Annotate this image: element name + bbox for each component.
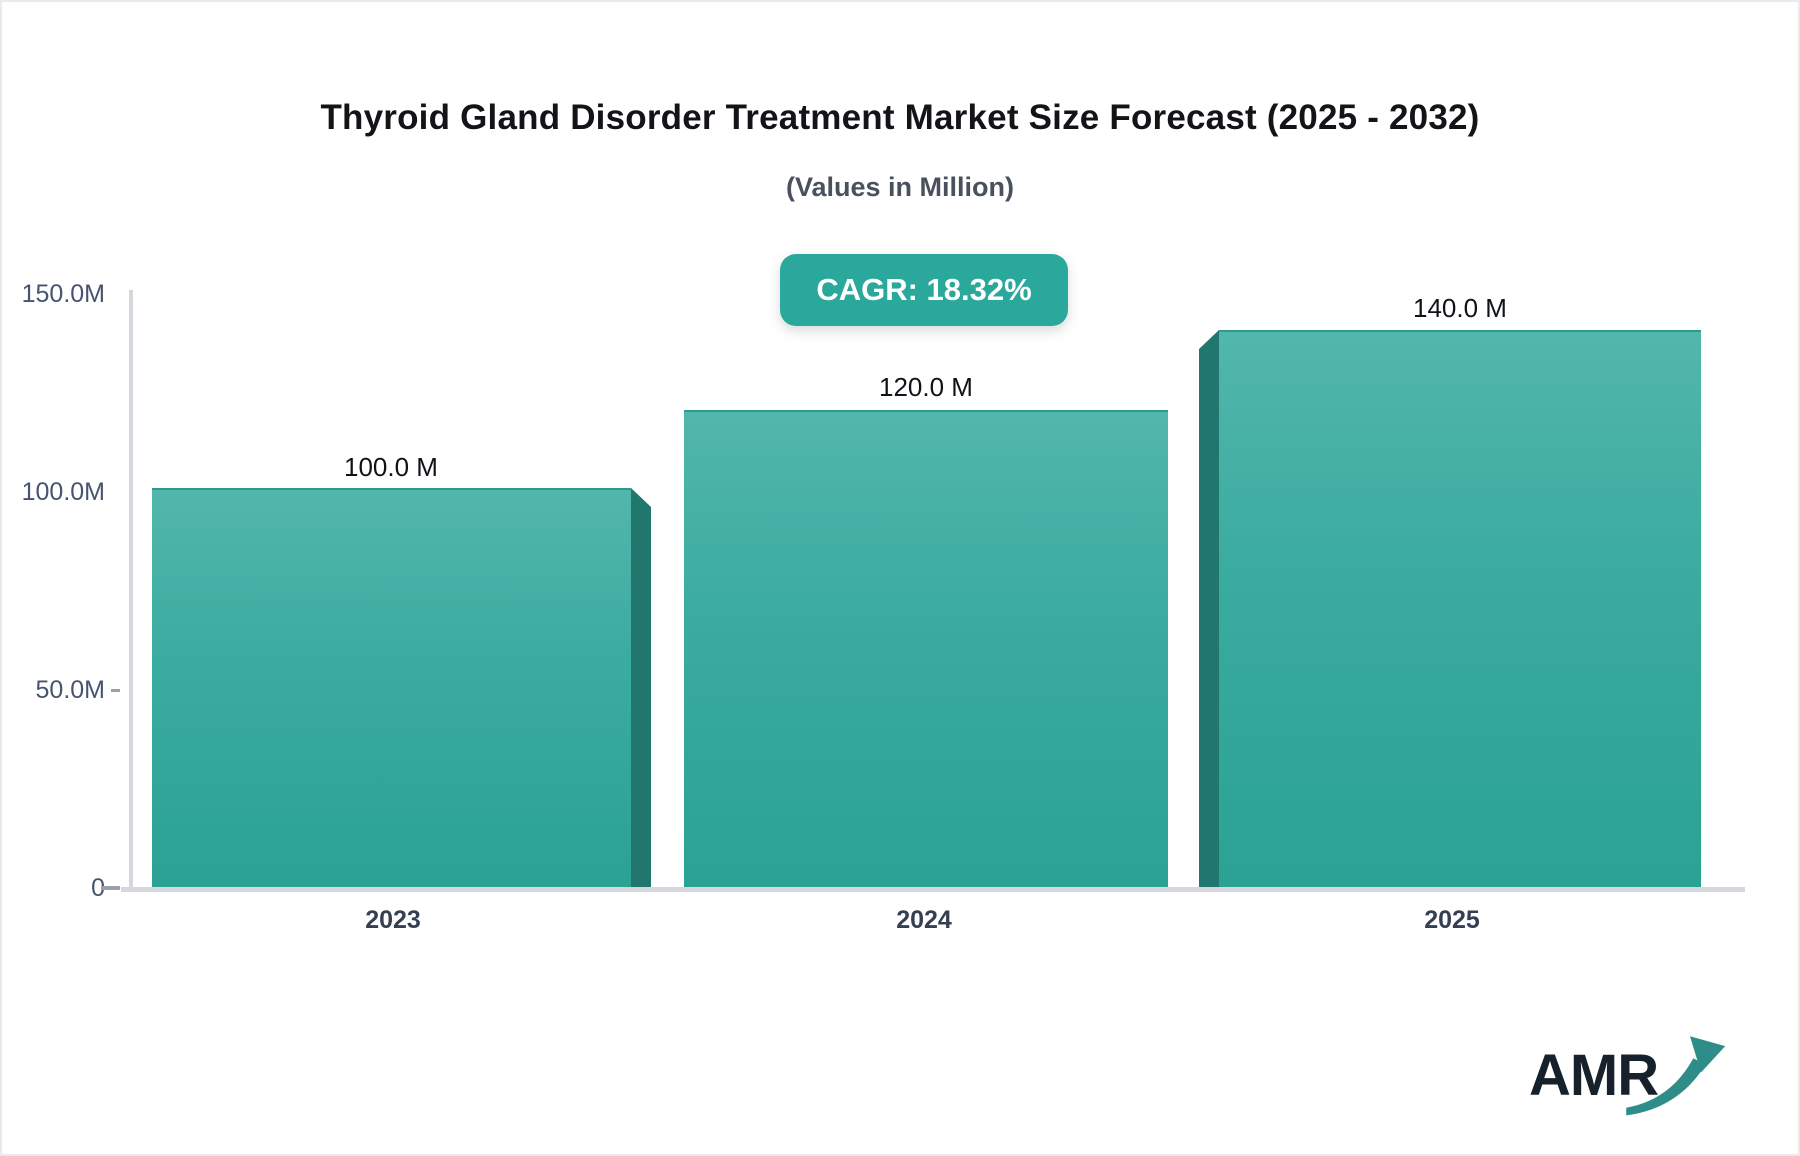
y-tick-mark-50	[111, 689, 120, 692]
bar-2025	[1219, 330, 1701, 887]
y-tick-label-100: 100.0M	[21, 478, 105, 506]
bar-2024	[684, 410, 1168, 887]
bar-value-label-2024: 120.0 M	[879, 372, 973, 402]
bar-value-label-2025: 140.0 M	[1413, 293, 1507, 323]
x-tick-label-2023: 2023	[365, 906, 421, 934]
y-tick-label-150: 150.0M	[21, 280, 105, 308]
y-tick-label-50: 50.0M	[35, 676, 105, 704]
x-tick-label-2025: 2025	[1424, 906, 1480, 934]
bar-2023-side-shadow	[631, 488, 651, 887]
x-tick-label-2024: 2024	[896, 906, 952, 934]
page-subtitle: (Values in Million)	[785, 172, 1015, 202]
amr-logo: AMR	[1529, 1034, 1759, 1129]
x-axis-line	[121, 887, 1745, 892]
bar-value-label-2023: 100.0 M	[344, 452, 438, 482]
y-axis-line	[129, 290, 133, 888]
bar-2023	[152, 488, 631, 887]
growth-arrow-icon	[1626, 1036, 1726, 1116]
y-tick-label-0: 0	[91, 874, 105, 902]
cagr-badge: CAGR: 18.32%	[780, 254, 1068, 326]
bar-2025-side-shadow	[1199, 330, 1219, 887]
page-title: Thyroid Gland Disorder Treatment Market …	[320, 98, 1480, 137]
amr-logo-text: AMR	[1529, 1043, 1659, 1108]
y-tick-mark-0	[101, 886, 120, 890]
